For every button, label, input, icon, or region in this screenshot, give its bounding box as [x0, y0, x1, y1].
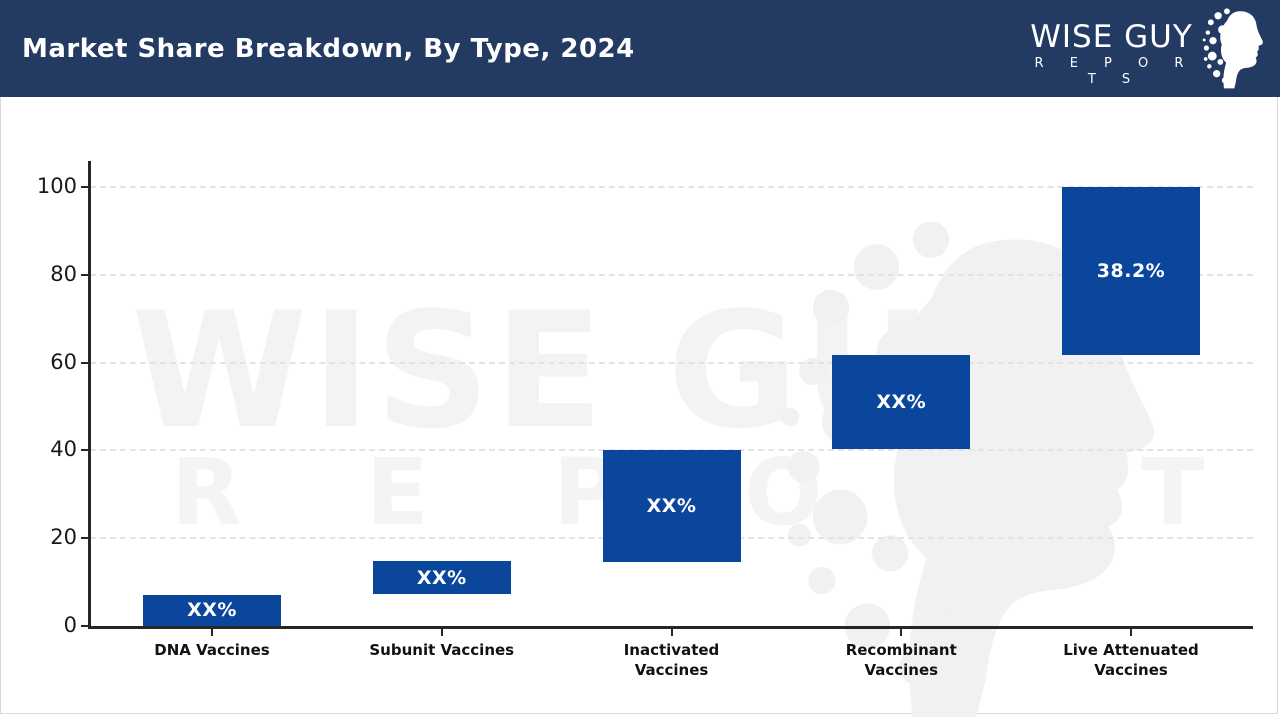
brand-logo: WISE GUY R E P O R T S — [1023, 4, 1268, 94]
page-title: Market Share Breakdown, By Type, 2024 — [22, 33, 635, 64]
x-axis-line — [88, 626, 1253, 629]
x-axis-tick — [211, 628, 213, 636]
category-label: Subunit Vaccines — [369, 641, 515, 659]
x-axis-tick — [670, 628, 673, 636]
brand-name: WISE GUY — [1030, 19, 1193, 55]
gridline — [90, 186, 1253, 188]
bar-segment: 38.2% — [1062, 187, 1200, 355]
bar-value-label: XX% — [876, 390, 927, 413]
bar-segment: XX% — [372, 561, 511, 594]
bar-value-label: XX% — [416, 566, 467, 589]
y-tick-label: 0 — [63, 613, 77, 637]
category-label: Recombinant Vaccines — [845, 641, 957, 679]
bar-segment: XX% — [602, 449, 741, 562]
x-axis-tick — [1130, 628, 1132, 636]
gridline — [90, 273, 1253, 276]
y-axis-tick — [81, 449, 89, 452]
y-axis-tick — [81, 361, 89, 364]
y-axis-line — [88, 161, 91, 629]
gridline — [90, 361, 1253, 364]
y-axis-tick — [81, 625, 89, 627]
y-axis-tick — [81, 186, 89, 188]
y-tick-label: 60 — [50, 349, 77, 374]
brand-subtitle: R E P O R T S — [1034, 56, 1195, 87]
category-label: Live Attenuated Vaccines — [1063, 641, 1199, 679]
bar-value-label: XX% — [646, 494, 697, 517]
x-axis-tick — [900, 628, 903, 636]
y-tick-label: 40 — [50, 437, 77, 462]
brand-logo-text: WISE GUY R E P O R T S — [1023, 20, 1200, 88]
bar-value-label: XX% — [187, 599, 237, 622]
chart-card: WISE GUY R E P O R T S 020406080100XX%XX… — [0, 97, 1280, 717]
head-profile-icon — [1202, 8, 1263, 89]
header-bar: Market Share Breakdown, By Type, 2024 WI… — [0, 0, 1280, 97]
y-axis-tick — [81, 273, 89, 276]
y-axis-tick — [81, 537, 89, 540]
bar-segment: XX% — [832, 354, 971, 449]
x-axis-tick — [440, 628, 443, 636]
bar-segment: XX% — [143, 594, 281, 626]
y-tick-label: 80 — [50, 261, 77, 286]
category-label: Inactivated Vaccines — [623, 641, 720, 679]
bar-value-label: 38.2% — [1096, 259, 1166, 282]
y-tick-label: 20 — [50, 525, 77, 550]
category-label: DNA Vaccines — [154, 641, 270, 659]
y-tick-label: 100 — [36, 174, 77, 198]
